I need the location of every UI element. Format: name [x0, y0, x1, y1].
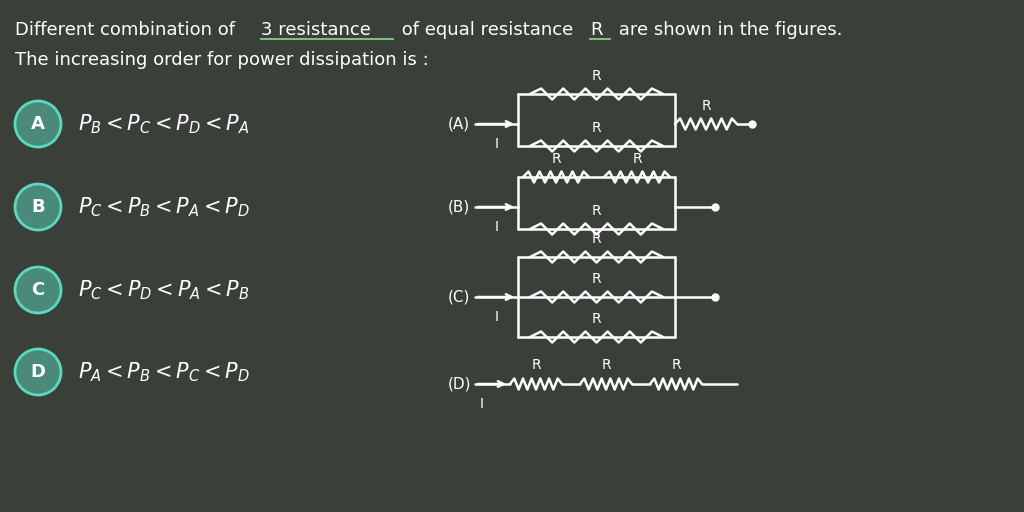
Text: R: R — [592, 204, 601, 218]
Text: $P_C < P_B < P_A < P_D$: $P_C < P_B < P_A < P_D$ — [78, 195, 250, 219]
Text: C: C — [32, 281, 45, 299]
Text: $P_A < P_B < P_C < P_D$: $P_A < P_B < P_C < P_D$ — [78, 360, 250, 384]
Text: R: R — [531, 358, 541, 372]
Text: (C): (C) — [449, 289, 470, 305]
Text: R: R — [592, 121, 601, 135]
Text: I: I — [495, 137, 499, 151]
Text: R: R — [671, 358, 681, 372]
Text: R: R — [592, 312, 601, 326]
Text: R: R — [592, 69, 601, 83]
Text: (B): (B) — [449, 200, 470, 215]
Text: (A): (A) — [449, 117, 470, 132]
Text: $P_C < P_D < P_A < P_B$: $P_C < P_D < P_A < P_B$ — [78, 278, 250, 302]
Circle shape — [15, 184, 61, 230]
Text: I: I — [495, 220, 499, 234]
Text: R: R — [590, 21, 602, 39]
Text: of equal resistance: of equal resistance — [396, 21, 579, 39]
Text: Different combination of: Different combination of — [15, 21, 241, 39]
Text: A: A — [31, 115, 45, 133]
Text: R: R — [551, 152, 561, 166]
Text: I: I — [480, 397, 484, 411]
Text: 3 resistance: 3 resistance — [261, 21, 371, 39]
Circle shape — [15, 101, 61, 147]
Text: R: R — [601, 358, 610, 372]
Text: R: R — [632, 152, 642, 166]
Text: are shown in the figures.: are shown in the figures. — [613, 21, 843, 39]
Text: $P_B < P_C < P_D < P_A$: $P_B < P_C < P_D < P_A$ — [78, 112, 250, 136]
Text: (D): (D) — [449, 376, 471, 392]
Text: R: R — [701, 99, 711, 113]
Circle shape — [15, 349, 61, 395]
Text: I: I — [495, 310, 499, 324]
Text: The increasing order for power dissipation is :: The increasing order for power dissipati… — [15, 51, 429, 69]
Text: B: B — [31, 198, 45, 216]
Text: R: R — [592, 272, 601, 286]
Text: R: R — [592, 232, 601, 246]
Circle shape — [15, 267, 61, 313]
Text: D: D — [31, 363, 45, 381]
